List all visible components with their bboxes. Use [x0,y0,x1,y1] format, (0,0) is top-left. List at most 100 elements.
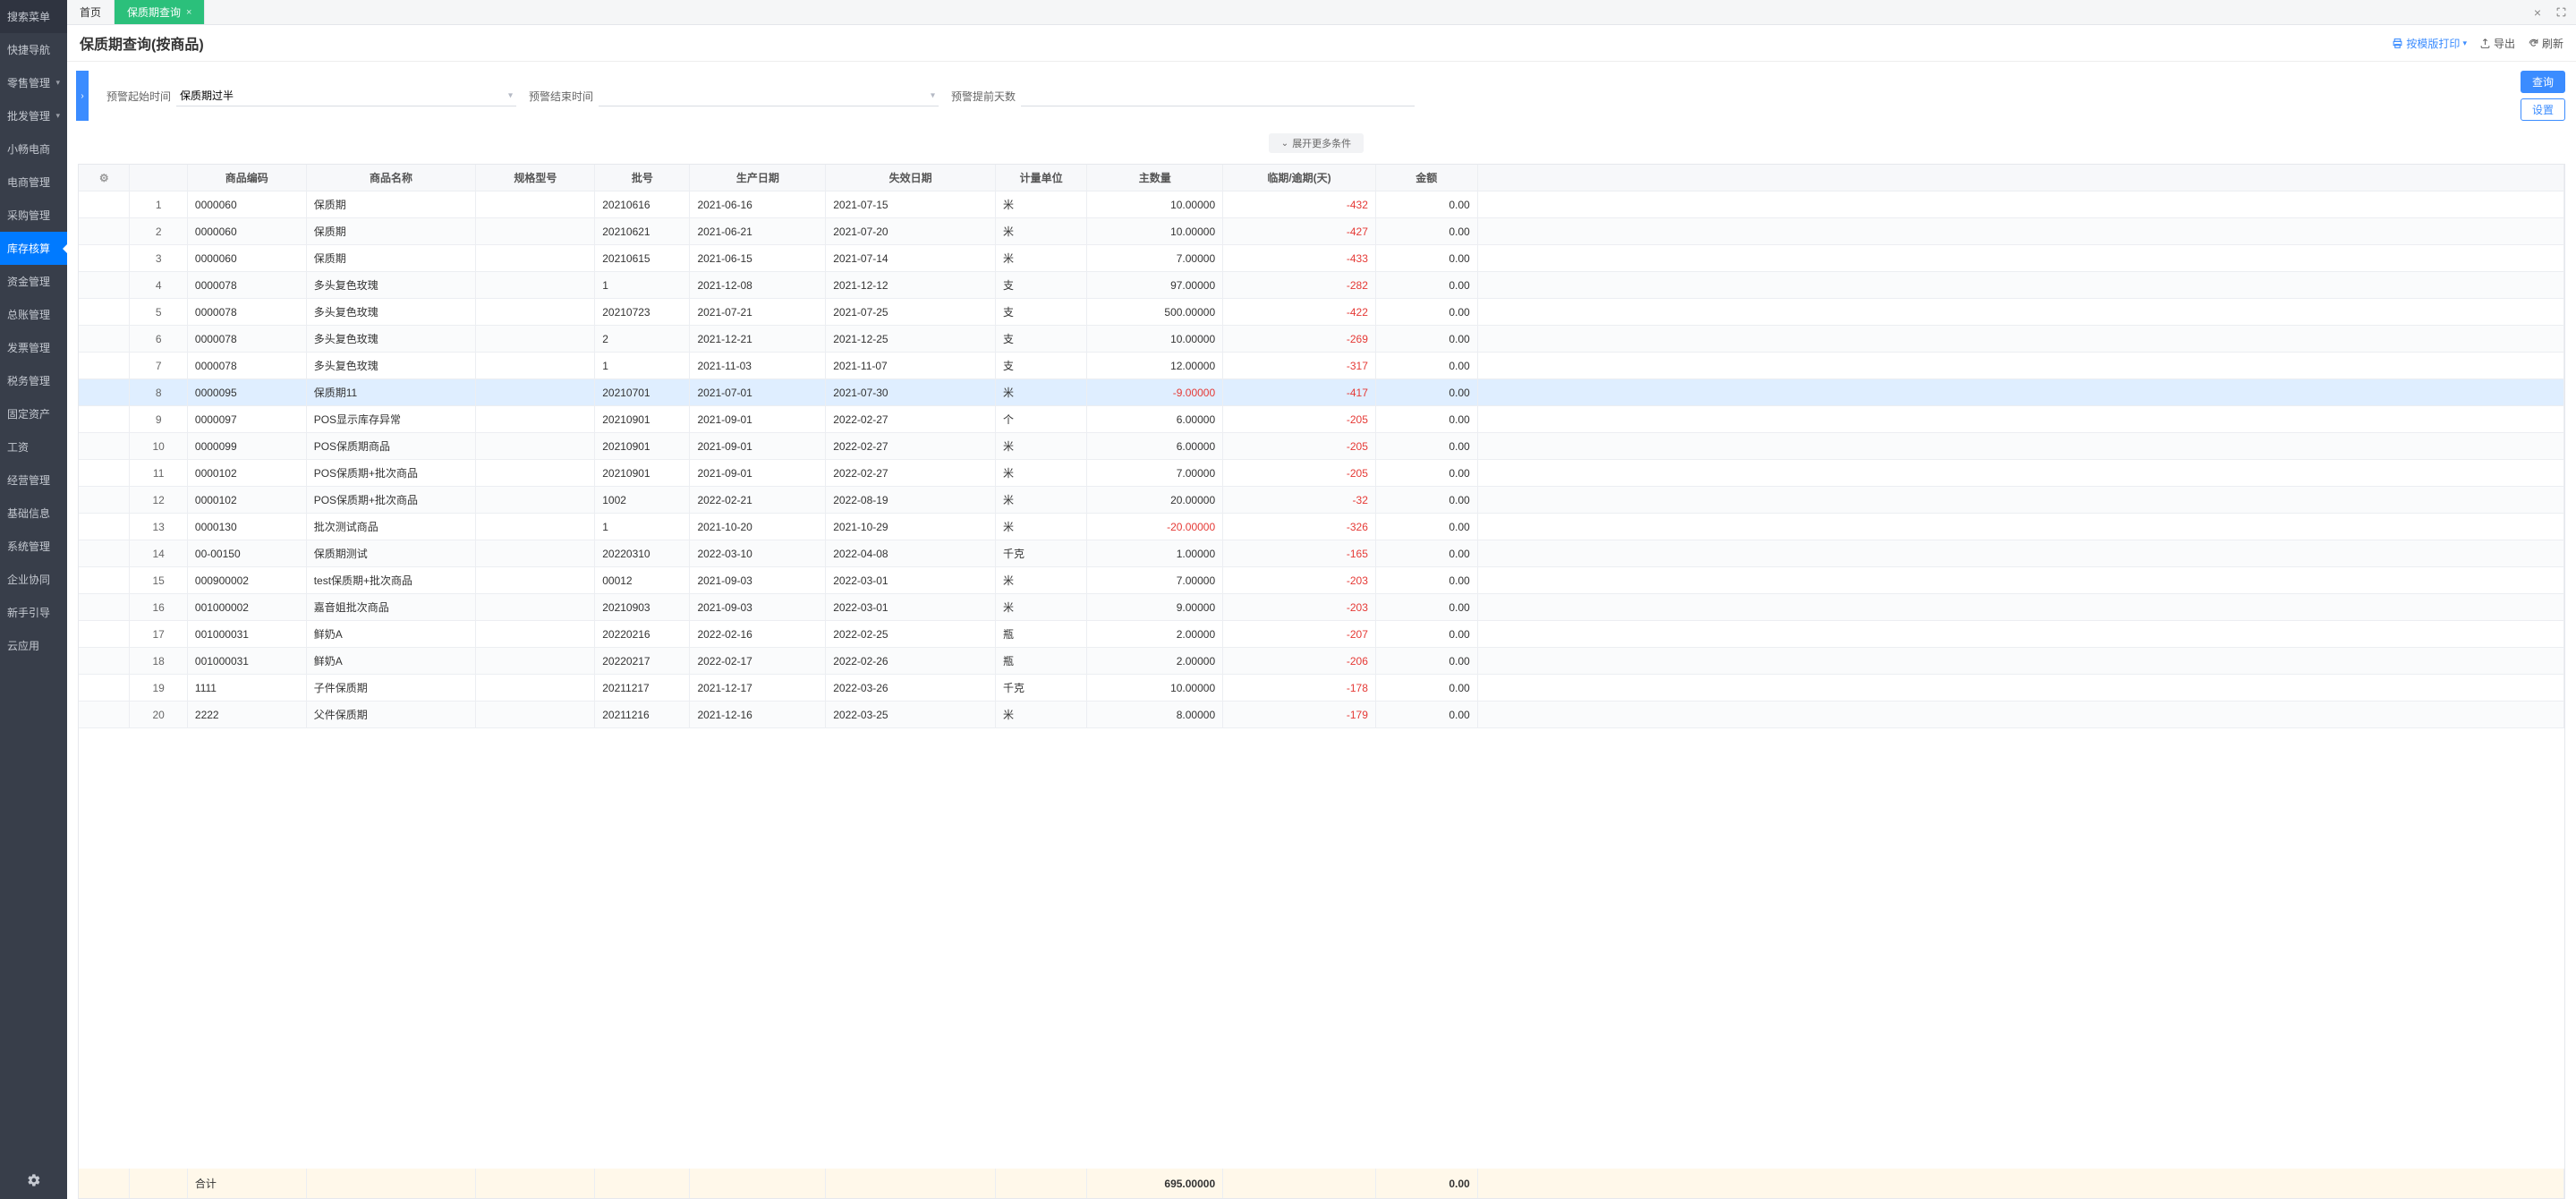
sidebar-item-label: 搜索菜单 [7,9,50,24]
col-header-name[interactable]: 商品名称 [306,165,476,191]
table-row[interactable]: 70000078多头复色玫瑰12021-11-032021-11-07支12.0… [79,353,2564,379]
table-row[interactable]: 40000078多头复色玫瑰12021-12-082021-12-12支97.0… [79,272,2564,299]
sidebar-item-2[interactable]: 零售管理▾ [0,66,67,99]
sidebar-item-16[interactable]: 系统管理 [0,530,67,563]
sidebar-item-6[interactable]: 采购管理 [0,199,67,232]
col-header-prod[interactable]: 生产日期 [690,165,826,191]
sidebar-item-18[interactable]: 新手引导 [0,596,67,629]
table-row[interactable]: 15000900002test保质期+批次商品000122021-09-0320… [79,567,2564,594]
cell-gear [79,218,130,245]
cell-prod: 2021-07-21 [690,299,826,326]
table-row[interactable]: 202222父件保质期202112162021-12-162022-03-25米… [79,702,2564,728]
sidebar-item-15[interactable]: 基础信息 [0,497,67,530]
filter-start-input[interactable] [176,85,516,106]
table-row[interactable]: 191111子件保质期202112172021-12-172022-03-26千… [79,675,2564,702]
refresh-button[interactable]: 刷新 [2528,36,2563,51]
col-header-gear[interactable]: ⚙ [79,165,130,191]
sidebar-item-1[interactable]: 快捷导航 [0,33,67,66]
sidebar-item-4[interactable]: 小畅电商 [0,132,67,166]
cell-blank [1477,648,2563,675]
cell-idx: 17 [130,621,188,648]
filter-end-input[interactable] [599,85,939,106]
cell-name: 鲜奶A [306,621,476,648]
fullscreen-icon[interactable] [2553,4,2569,21]
settings-gear-icon[interactable] [27,1173,41,1187]
sidebar-item-13[interactable]: 工资 [0,430,67,463]
cell-exp: 2022-03-01 [826,594,996,621]
table-row[interactable]: 80000095保质期11202107012021-07-012021-07-3… [79,379,2564,406]
sidebar-item-12[interactable]: 固定资产 [0,397,67,430]
table-row[interactable]: 10000060保质期202106162021-06-162021-07-15米… [79,191,2564,218]
col-header-exp[interactable]: 失效日期 [826,165,996,191]
cell-amt: 0.00 [1375,326,1477,353]
sidebar-item-19[interactable]: 云应用 [0,629,67,662]
cell-batch: 2 [595,326,690,353]
col-header-days[interactable]: 临期/逾期(天) [1223,165,1376,191]
col-header-spec[interactable]: 规格型号 [476,165,595,191]
cell-batch: 1 [595,353,690,379]
tab-1[interactable]: 保质期查询× [115,0,205,24]
table-row[interactable]: 50000078多头复色玫瑰202107232021-07-212021-07-… [79,299,2564,326]
sidebar-item-11[interactable]: 税务管理 [0,364,67,397]
cell-prod: 2021-10-20 [690,514,826,540]
cell-batch: 20211216 [595,702,690,728]
cell-days: -165 [1223,540,1376,567]
table-scroll[interactable]: ⚙ 商品编码商品名称规格型号批号生产日期失效日期计量单位主数量临期/逾期(天)金额… [78,164,2565,1169]
col-header-batch[interactable]: 批号 [595,165,690,191]
sidebar-item-17[interactable]: 企业协同 [0,563,67,596]
col-header-unit[interactable]: 计量单位 [995,165,1086,191]
sidebar-item-label: 批发管理 [7,108,50,123]
cell-blank [1477,621,2563,648]
table-row[interactable]: 90000097POS显示库存异常202109012021-09-012022-… [79,406,2564,433]
sidebar-item-14[interactable]: 经营管理 [0,463,67,497]
cell-idx: 14 [130,540,188,567]
reset-button[interactable]: 设置 [2521,98,2565,121]
sidebar-item-0[interactable]: 搜索菜单 [0,0,67,33]
table-row[interactable]: 120000102POS保质期+批次商品10022022-02-212022-0… [79,487,2564,514]
expand-filters-button[interactable]: ⌄ 展开更多条件 [1269,133,1364,153]
cell-code: 0000097 [187,406,306,433]
col-header-code[interactable]: 商品编码 [187,165,306,191]
sidebar-item-8[interactable]: 资金管理 [0,265,67,298]
cell-code: 0000102 [187,460,306,487]
caret-down-icon: ▾ [55,111,60,121]
cell-blank [1477,487,2563,514]
print-button[interactable]: 按模版打印 ▾ [2392,36,2467,51]
refresh-icon [2528,38,2539,49]
tab-label: 首页 [80,4,101,20]
export-button[interactable]: 导出 [2479,36,2515,51]
col-header-idx[interactable] [130,165,188,191]
tab-close-all-icon[interactable]: × [2529,4,2546,21]
cell-unit: 米 [995,460,1086,487]
sidebar-item-5[interactable]: 电商管理 [0,166,67,199]
close-icon[interactable]: × [186,7,191,18]
table-row[interactable]: 1400-00150保质期测试202203102022-03-102022-04… [79,540,2564,567]
table-row[interactable]: 18001000031鲜奶A202202172022-02-172022-02-… [79,648,2564,675]
cell-idx: 16 [130,594,188,621]
sidebar-item-3[interactable]: 批发管理 ▾ [0,99,67,132]
table-row[interactable]: 16001000002嘉音姐批次商品202109032021-09-032022… [79,594,2564,621]
table-row[interactable]: 100000099POS保质期商品202109012021-09-012022-… [79,433,2564,460]
col-header-blank[interactable] [1477,165,2563,191]
cell-qty: 2.00000 [1087,648,1223,675]
table-row[interactable]: 110000102POS保质期+批次商品202109012021-09-0120… [79,460,2564,487]
table-row[interactable]: 30000060保质期202106152021-06-152021-07-14米… [79,245,2564,272]
table-row[interactable]: 20000060保质期202106212021-06-212021-07-20米… [79,218,2564,245]
table-row[interactable]: 130000130批次测试商品12021-10-202021-10-29米-20… [79,514,2564,540]
cell-batch: 1 [595,514,690,540]
sidebar-item-10[interactable]: 发票管理 [0,331,67,364]
tab-0[interactable]: 首页 [67,0,115,24]
filter-collapse-handle[interactable]: › [76,71,89,121]
col-header-qty[interactable]: 主数量 [1087,165,1223,191]
cell-days: -203 [1223,567,1376,594]
cell-exp: 2022-03-01 [826,567,996,594]
sidebar-item-9[interactable]: 总账管理 [0,298,67,331]
table-row[interactable]: 17001000031鲜奶A202202162022-02-162022-02-… [79,621,2564,648]
col-header-amt[interactable]: 金额 [1375,165,1477,191]
table-row[interactable]: 60000078多头复色玫瑰22021-12-212021-12-25支10.0… [79,326,2564,353]
cell-amt: 0.00 [1375,353,1477,379]
sidebar-item-7[interactable]: 库存核算 [0,232,67,265]
filter-days-input[interactable] [1021,85,1415,106]
cell-prod: 2021-09-01 [690,406,826,433]
query-button[interactable]: 查询 [2521,71,2565,93]
